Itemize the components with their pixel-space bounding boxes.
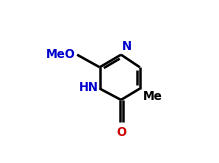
Text: MeO: MeO bbox=[46, 48, 76, 61]
Text: N: N bbox=[122, 40, 132, 53]
Text: HN: HN bbox=[79, 82, 98, 95]
Text: O: O bbox=[116, 126, 126, 139]
Text: Me: Me bbox=[143, 90, 163, 103]
